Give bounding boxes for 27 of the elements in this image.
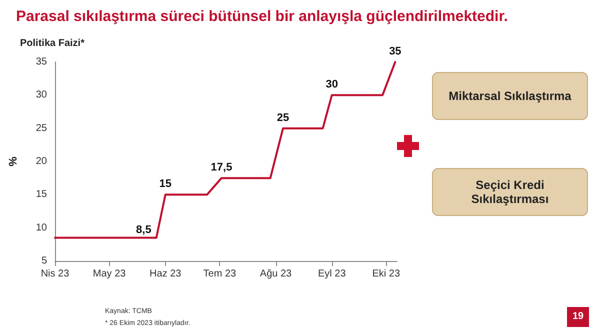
y-axis-title: % [8, 156, 20, 166]
text: 19 [567, 307, 589, 327]
x-tick-label: Eki 23 [372, 268, 400, 280]
data-label: 30 [326, 78, 338, 91]
data-label: 25 [276, 112, 290, 124]
y-tick-label: 10 [36, 222, 48, 234]
x-tick-label: May 23 [92, 268, 126, 280]
x-tick-label: Ağu 23 [260, 268, 292, 280]
data-label: 15 [159, 178, 172, 190]
text: Miktarsal Sıkılaştırma [432, 72, 588, 120]
text: Seçici Kredi Sıkılaştırması [432, 168, 588, 216]
y-tick-label: 25 [36, 122, 48, 134]
x-tick-label: Haz 23 [150, 268, 182, 280]
x-tick-label: Nis 23 [40, 268, 70, 280]
y-tick-label: 20 [36, 156, 48, 167]
y-tick-label: 5 [41, 256, 48, 266]
y-tick-label: 30 [36, 90, 48, 101]
line-series [54, 61, 396, 239]
y-tick-label: 35 [36, 56, 48, 68]
data-label: 35 [389, 46, 402, 58]
y-tick-label: 15 [36, 189, 48, 200]
x-tick-label: Eyl 23 [318, 268, 346, 280]
chart-title: Parasal sıkılaştırma süreci bütünsel bir anlayışla güçlendirilmektedir. [16, 8, 508, 25]
data-label: 17,5 [210, 162, 232, 174]
data-label: 8,5 [136, 224, 152, 236]
x-tick-label: Tem 23 [203, 268, 236, 280]
text: Politika Faizi* [20, 38, 84, 49]
